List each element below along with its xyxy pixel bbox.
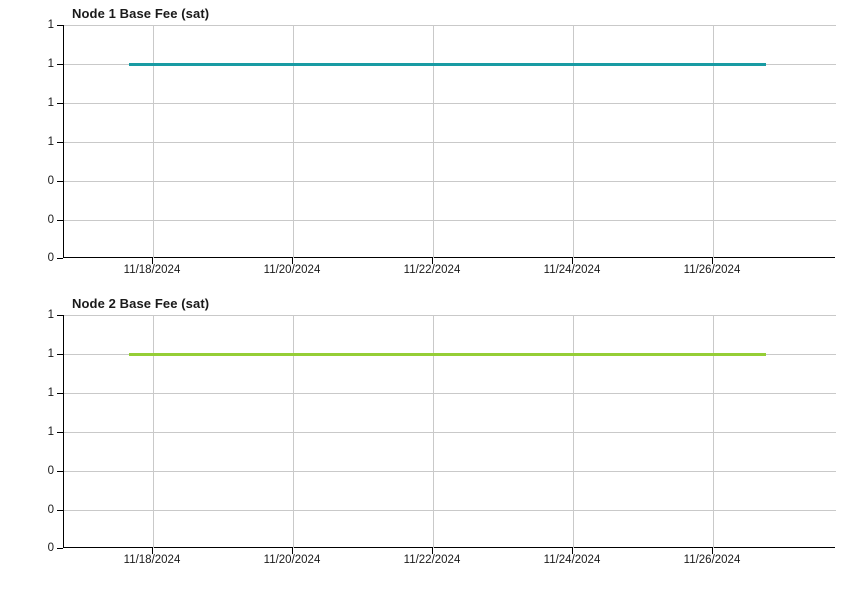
x-axis-tick [572,258,573,264]
y-axis-tick [57,315,63,316]
y-axis-tick [57,220,63,221]
x-axis-tick [432,548,433,554]
gridline-horizontal [64,510,836,511]
y-axis-label: 0 [47,504,54,516]
gridline-horizontal [64,25,836,26]
y-axis-tick [57,64,63,65]
chart-panel-node-2: Node 2 Base Fee (sat) 1 1 1 1 0 0 0 [0,290,860,580]
gridline-horizontal [64,142,836,143]
y-axis-label: 1 [47,58,54,70]
page-title: Node 1 Base Fee (sat) [72,6,210,21]
gridline-horizontal [64,393,836,394]
gridline-vertical [713,25,714,258]
y-axis-label: 0 [47,252,54,264]
y-axis-tick [57,258,63,259]
gridline-horizontal [64,315,836,316]
x-axis-tick [572,548,573,554]
y-axis-label: 1 [47,387,54,399]
gridline-horizontal [64,103,836,104]
y-axis-tick [57,103,63,104]
y-axis-tick [57,142,63,143]
gridline-vertical [293,25,294,258]
y-axis-tick [57,471,63,472]
x-axis-tick [292,258,293,264]
y-axis-label: 1 [47,348,54,360]
gridline-vertical [433,25,434,258]
gridline-vertical [573,25,574,258]
page-title: Node 2 Base Fee (sat) [72,296,210,311]
x-axis-label: 11/22/2024 [403,264,461,276]
y-axis-tick [57,510,63,511]
x-axis-label: 11/22/2024 [403,554,461,566]
gridline-horizontal [64,471,836,472]
gridline-vertical [713,315,714,548]
x-axis-label: 11/24/2024 [543,264,601,276]
y-axis-label: 1 [47,97,54,109]
y-axis-tick [57,548,63,549]
x-axis-label: 11/26/2024 [683,554,741,566]
x-axis-label: 11/20/2024 [263,264,321,276]
y-axis-tick [57,354,63,355]
gridline-vertical [433,315,434,548]
gridline-vertical [153,315,154,548]
plot-area-node-2 [63,315,836,548]
x-axis-label: 11/18/2024 [123,264,181,276]
x-axis-tick [712,258,713,264]
gridline-horizontal [64,181,836,182]
y-axis-label: 1 [47,309,54,321]
y-axis-label: 1 [47,136,54,148]
x-axis-label: 11/20/2024 [263,554,321,566]
y-axis-tick [57,393,63,394]
x-axis-label: 11/18/2024 [123,554,181,566]
series-line-node-2 [129,353,766,356]
x-axis-label: 11/26/2024 [683,264,741,276]
y-axis-label: 0 [47,465,54,477]
y-axis-tick [57,25,63,26]
plot-area-node-1 [63,25,836,258]
x-axis-label: 11/24/2024 [543,554,601,566]
y-axis-tick [57,432,63,433]
x-axis-tick [152,548,153,554]
gridline-horizontal [64,220,836,221]
gridline-horizontal [64,432,836,433]
y-axis-label: 0 [47,175,54,187]
gridline-vertical [153,25,154,258]
gridline-vertical [573,315,574,548]
y-axis-label: 1 [47,19,54,31]
series-line-node-1 [129,63,766,66]
x-axis-tick [432,258,433,264]
y-axis-label: 0 [47,214,54,226]
x-axis-tick [712,548,713,554]
y-axis-tick [57,181,63,182]
x-axis-tick [152,258,153,264]
x-axis-tick [292,548,293,554]
chart-panel-node-1: Node 1 Base Fee (sat) 1 1 1 1 0 0 0 [0,0,860,290]
y-axis-label: 0 [47,542,54,554]
gridline-vertical [293,315,294,548]
y-axis-label: 1 [47,426,54,438]
